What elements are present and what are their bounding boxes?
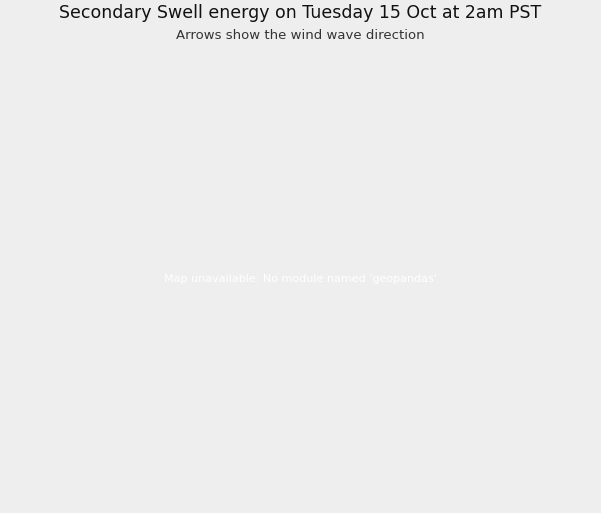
Text: Arrows show the wind wave direction: Arrows show the wind wave direction — [176, 29, 425, 42]
Text: Secondary Swell energy on Tuesday 15 Oct at 2am PST: Secondary Swell energy on Tuesday 15 Oct… — [59, 4, 542, 22]
Text: Map unavailable: No module named 'geopandas': Map unavailable: No module named 'geopan… — [164, 274, 437, 284]
